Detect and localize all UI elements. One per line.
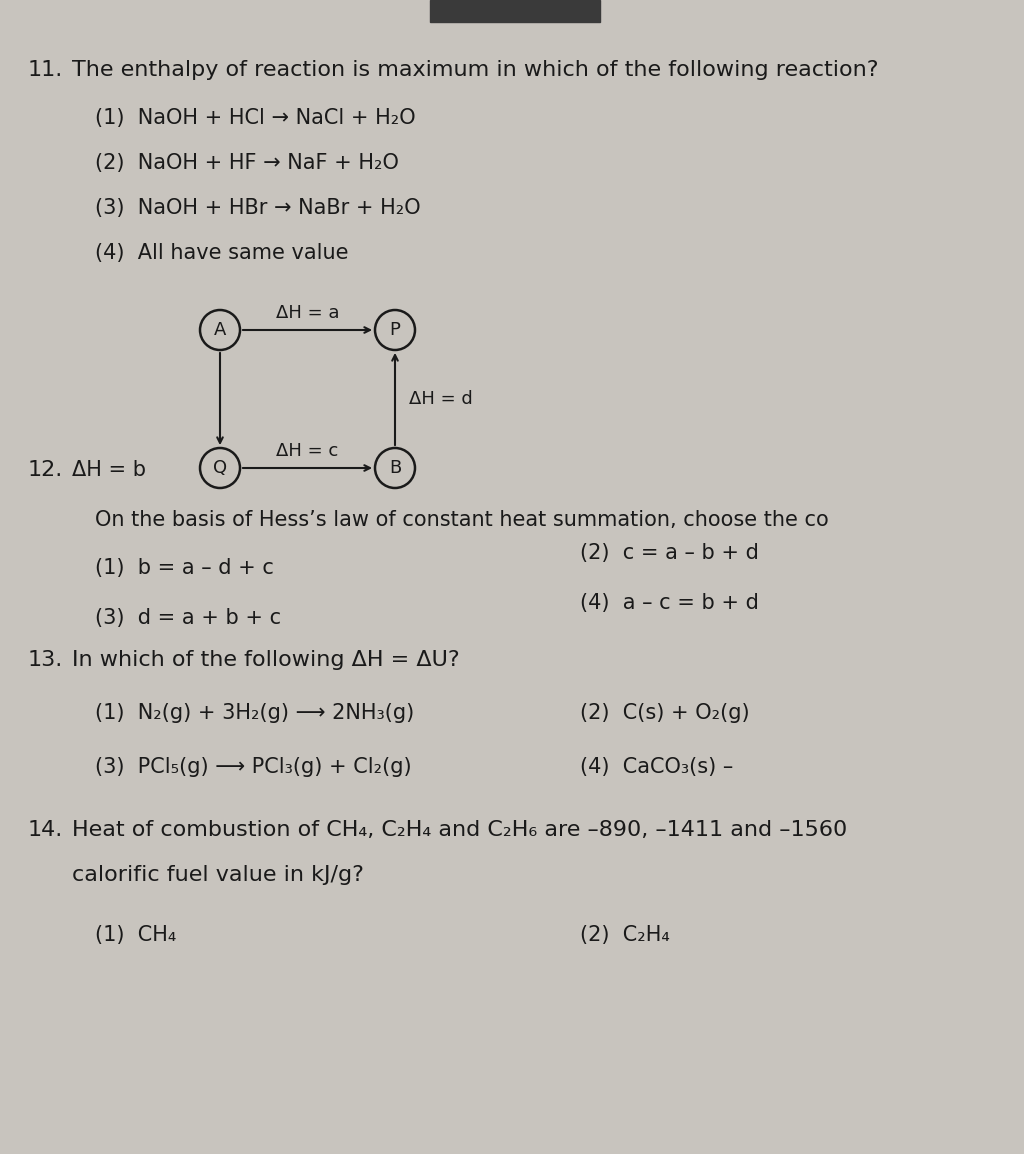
Text: 14.: 14. bbox=[28, 820, 63, 840]
Text: (2)  NaOH + HF → NaF + H₂O: (2) NaOH + HF → NaF + H₂O bbox=[95, 153, 399, 173]
Bar bbox=[430, 0, 600, 22]
Text: (1)  N₂(g) + 3H₂(g) ⟶ 2NH₃(g): (1) N₂(g) + 3H₂(g) ⟶ 2NH₃(g) bbox=[95, 703, 415, 724]
Text: (4)  a – c = b + d: (4) a – c = b + d bbox=[580, 593, 759, 613]
Text: (2)  c = a – b + d: (2) c = a – b + d bbox=[580, 544, 759, 563]
Text: On the basis of Hess’s law of constant heat summation, choose the co: On the basis of Hess’s law of constant h… bbox=[95, 510, 828, 530]
Text: (1)  b = a – d + c: (1) b = a – d + c bbox=[95, 559, 273, 578]
Text: The enthalpy of reaction is maximum in which of the following reaction?: The enthalpy of reaction is maximum in w… bbox=[72, 60, 879, 80]
Text: ΔH = b: ΔH = b bbox=[72, 460, 146, 480]
Text: (4)  CaCO₃(s) –: (4) CaCO₃(s) – bbox=[580, 757, 733, 777]
Text: (3)  NaOH + HBr → NaBr + H₂O: (3) NaOH + HBr → NaBr + H₂O bbox=[95, 198, 421, 218]
Text: 12.: 12. bbox=[28, 460, 63, 480]
Text: (1)  CH₄: (1) CH₄ bbox=[95, 926, 176, 945]
Text: In which of the following ΔH = ΔU?: In which of the following ΔH = ΔU? bbox=[72, 650, 460, 670]
Text: 13.: 13. bbox=[28, 650, 63, 670]
Text: P: P bbox=[389, 321, 400, 339]
Text: A: A bbox=[214, 321, 226, 339]
Text: (2)  C₂H₄: (2) C₂H₄ bbox=[580, 926, 670, 945]
Text: (3)  d = a + b + c: (3) d = a + b + c bbox=[95, 608, 282, 628]
Text: Heat of combustion of CH₄, C₂H₄ and C₂H₆ are –890, –1411 and –1560: Heat of combustion of CH₄, C₂H₄ and C₂H₆… bbox=[72, 820, 847, 840]
Text: ΔH = c: ΔH = c bbox=[276, 442, 339, 460]
Text: (1)  NaOH + HCl → NaCl + H₂O: (1) NaOH + HCl → NaCl + H₂O bbox=[95, 108, 416, 128]
Text: (2)  C(s) + O₂(g): (2) C(s) + O₂(g) bbox=[580, 703, 750, 724]
Text: B: B bbox=[389, 459, 401, 477]
Text: 11.: 11. bbox=[28, 60, 63, 80]
Text: calorific fuel value in kJ/g?: calorific fuel value in kJ/g? bbox=[72, 866, 364, 885]
Text: (3)  PCl₅(g) ⟶ PCl₃(g) + Cl₂(g): (3) PCl₅(g) ⟶ PCl₃(g) + Cl₂(g) bbox=[95, 757, 412, 777]
Text: ΔH = d: ΔH = d bbox=[409, 390, 473, 409]
Text: Q: Q bbox=[213, 459, 227, 477]
Text: ΔH = a: ΔH = a bbox=[275, 304, 339, 322]
Text: (4)  All have same value: (4) All have same value bbox=[95, 243, 348, 263]
